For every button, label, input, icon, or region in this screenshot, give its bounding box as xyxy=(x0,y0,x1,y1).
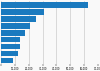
Bar xyxy=(1,30,25,36)
Bar xyxy=(1,44,20,49)
Bar xyxy=(1,16,36,22)
Bar xyxy=(1,2,88,8)
Bar xyxy=(1,9,44,15)
Bar xyxy=(1,37,20,42)
Bar xyxy=(1,58,14,63)
Bar xyxy=(1,23,30,29)
Bar xyxy=(1,51,18,56)
